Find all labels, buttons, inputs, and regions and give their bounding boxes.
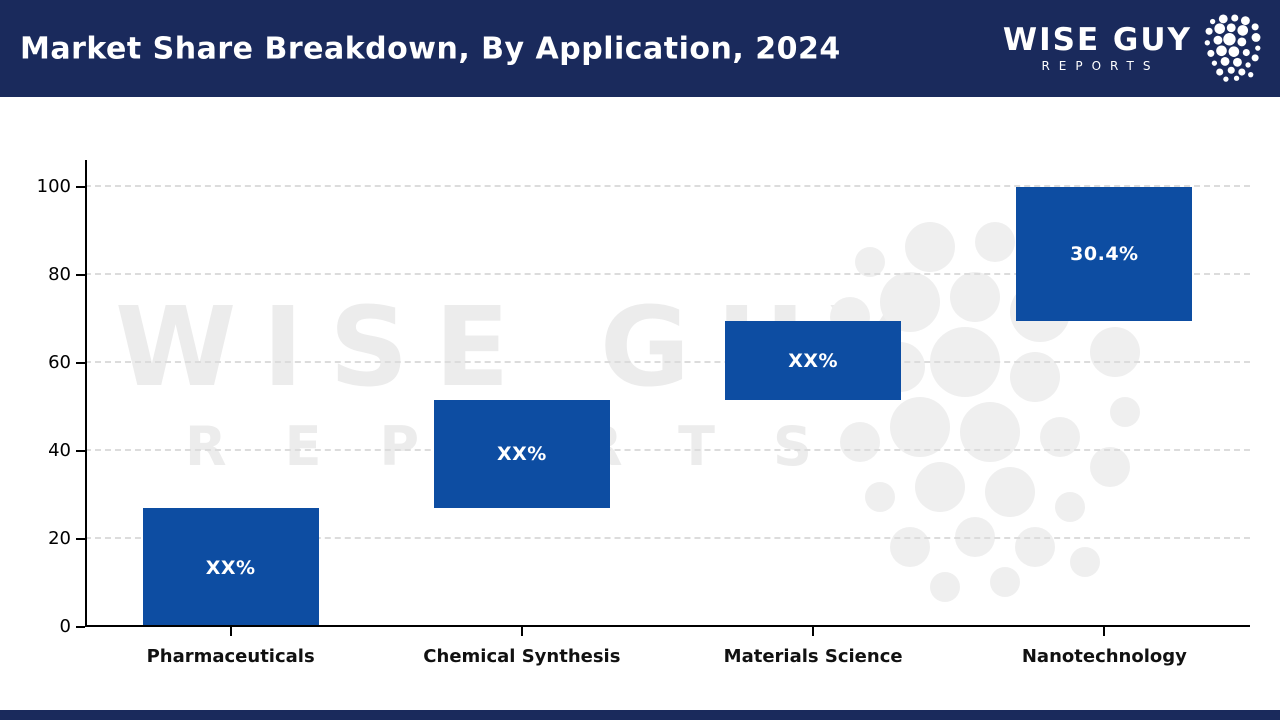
y-tick-label: 40 xyxy=(48,440,71,461)
x-category-label: Chemical Synthesis xyxy=(423,646,621,667)
x-category-label: Nanotechnology xyxy=(1021,646,1187,667)
y-tick-mark xyxy=(76,538,85,540)
brand-text: WISE GUY REPORTS xyxy=(1003,24,1192,73)
header: Market Share Breakdown, By Application, … xyxy=(0,0,1280,97)
bar-materials-science: XX% xyxy=(725,320,902,401)
x-tick-mark xyxy=(520,627,523,636)
y-tick-mark xyxy=(76,186,85,188)
gridline-40 xyxy=(85,449,1250,451)
x-category-label: Materials Science xyxy=(723,646,903,667)
brand-subname: REPORTS xyxy=(1041,58,1160,73)
bar-value-label: 30.4% xyxy=(1070,242,1139,265)
footer-bar xyxy=(0,710,1280,720)
gridline-60 xyxy=(85,361,1250,363)
bar-value-label: XX% xyxy=(788,349,839,372)
x-tick-mark xyxy=(1103,627,1106,636)
x-tick-mark xyxy=(812,627,815,636)
y-tick-label: 80 xyxy=(48,264,71,285)
gridline-100 xyxy=(85,185,1250,187)
brand-name: WISE GUY xyxy=(1002,22,1192,59)
x-axis-line xyxy=(85,625,1250,627)
plot-area: 0 20 40 60 80 100 XX% Pharmaceuticals XX% Chemica… xyxy=(37,160,1250,667)
chart-area: WISE GUY REPORTS 020406080100XX%Pharmace… xyxy=(0,97,1280,710)
y-tick-label: 100 xyxy=(36,176,71,197)
y-tick-mark xyxy=(76,450,85,452)
page-title: Market Share Breakdown, By Application, … xyxy=(20,31,841,66)
y-tick-label: 0 xyxy=(59,616,71,637)
bar-chemical-synthesis: XX% xyxy=(433,400,610,509)
gridline-20 xyxy=(85,537,1250,539)
wise-guy-logo: WISE GUY REPORTS xyxy=(1003,13,1264,85)
bar-value-label: XX% xyxy=(496,443,547,466)
x-tick-mark xyxy=(229,627,232,636)
x-category-label: Pharmaceuticals xyxy=(146,646,315,667)
y-tick-mark xyxy=(76,626,85,628)
y-axis-line xyxy=(85,160,87,627)
bar-pharmaceuticals: XX% xyxy=(142,508,319,627)
y-tick-mark xyxy=(76,362,85,364)
bar-value-label: XX% xyxy=(205,556,256,579)
y-tick-label: 20 xyxy=(48,528,71,549)
head-dots-icon xyxy=(1204,13,1261,82)
gridline-80 xyxy=(85,273,1250,275)
bar-nanotechnology: 30.4% xyxy=(1016,187,1193,321)
y-tick-mark xyxy=(76,274,85,276)
y-tick-label: 60 xyxy=(48,352,71,373)
